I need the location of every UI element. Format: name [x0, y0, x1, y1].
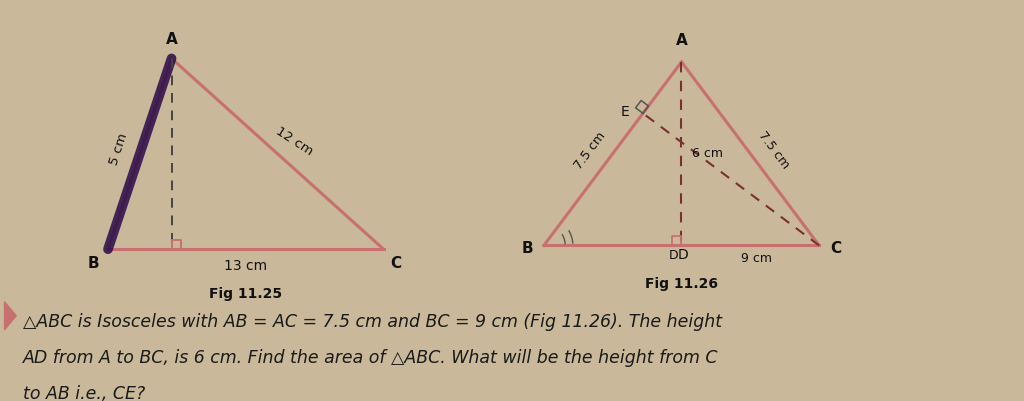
Text: 13 cm: 13 cm	[224, 259, 267, 273]
Text: △ABC is Isosceles with AB = AC = 7.5 cm and BC = 9 cm (Fig 11.26). The height: △ABC is Isosceles with AB = AC = 7.5 cm …	[23, 313, 722, 331]
Text: 5 cm: 5 cm	[108, 132, 130, 167]
Text: C: C	[390, 255, 401, 271]
Text: B: B	[521, 241, 534, 256]
Text: D: D	[669, 249, 679, 262]
Text: D: D	[678, 248, 688, 262]
Text: C: C	[829, 241, 841, 256]
Text: 6 cm: 6 cm	[692, 147, 723, 160]
Text: A: A	[676, 33, 687, 48]
Polygon shape	[4, 302, 16, 330]
Text: to AB i.e., CE?: to AB i.e., CE?	[23, 385, 144, 401]
Text: Fig 11.25: Fig 11.25	[209, 287, 283, 301]
Text: A: A	[166, 32, 177, 47]
Text: 12 cm: 12 cm	[273, 124, 315, 158]
Text: 7.5 cm: 7.5 cm	[571, 130, 608, 172]
Text: AD from A to BC, is 6 cm. Find the area of △ABC. What will be the height from C: AD from A to BC, is 6 cm. Find the area …	[23, 349, 718, 367]
Text: B: B	[88, 255, 99, 271]
Text: Fig 11.26: Fig 11.26	[645, 277, 718, 291]
Text: E: E	[621, 105, 629, 119]
Text: 9 cm: 9 cm	[741, 252, 772, 265]
Text: 7.5 cm: 7.5 cm	[755, 130, 792, 172]
